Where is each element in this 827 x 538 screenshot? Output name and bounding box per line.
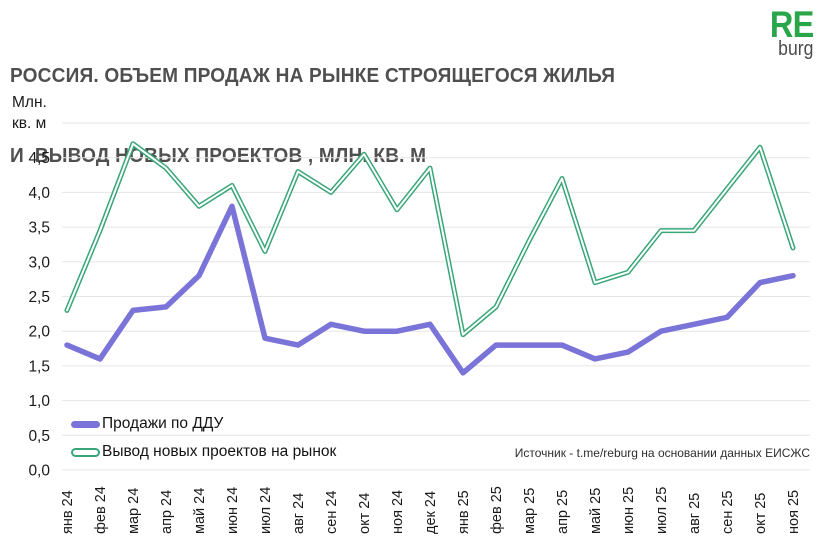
y-axis-title-line1: Млн. [12, 94, 47, 111]
series-line-launches-inner [66, 142, 794, 336]
legend-item-launches: Вывод новых проектов на рынок [71, 438, 336, 466]
y-axis-tick-label: 1,0 [28, 393, 50, 410]
x-axis-tick-label: фев 24 [93, 486, 109, 534]
x-axis-tick-label: ноя 24 [390, 490, 406, 534]
reburg-logo: RE burg [769, 4, 814, 60]
sales-line-swatch [71, 420, 100, 428]
legend-label-launches: Вывод новых проектов на рынок [102, 443, 337, 460]
x-axis-tick-label: сен 24 [324, 491, 340, 534]
y-axis-tick-label: 1,5 [28, 358, 50, 375]
series-line-sales [64, 203, 796, 376]
legend-label-sales: Продажи по ДДУ [102, 415, 224, 432]
launches-line-swatch [71, 447, 100, 457]
y-axis-tick-label: 2,5 [28, 289, 50, 306]
chart-title: РОССИЯ. ОБЪЕМ ПРОДАЖ НА РЫНКЕ СТРОЯЩЕГОС… [10, 10, 615, 222]
source-caption: Источник - t.me/reburg на основании данн… [514, 446, 810, 460]
x-axis-tick-label: июл 24 [258, 487, 274, 534]
x-axis-tick-label: окт 25 [753, 493, 769, 534]
x-axis-tick-label: янв 24 [60, 490, 76, 534]
x-axis-tick-label: июн 24 [225, 487, 241, 534]
x-axis-tick-label: мар 25 [522, 488, 538, 534]
x-axis-tick-label: фев 25 [489, 486, 505, 534]
x-axis-tick-label: мар 24 [126, 488, 142, 534]
y-axis-tick-label: 3,5 [28, 220, 50, 237]
x-axis-tick-label: дек 24 [423, 491, 439, 534]
chart-title-line1: РОССИЯ. ОБЪЕМ ПРОДАЖ НА РЫНКЕ СТРОЯЩЕГОС… [10, 64, 616, 87]
y-axis-tick-label: 4,0 [28, 185, 50, 202]
x-axis-tick-label: янв 25 [456, 490, 472, 534]
y-axis-title: Млн. кв. м [12, 92, 47, 134]
legend-item-sales: Продажи по ДДУ [71, 410, 336, 438]
logo-burg-text: burg [777, 38, 813, 60]
x-axis-tick-label: окт 24 [357, 493, 373, 534]
x-axis-tick-label: авг 24 [291, 493, 307, 534]
y-axis-tick-label: 0,0 [28, 463, 50, 480]
x-axis-tick-label: май 24 [192, 488, 208, 534]
x-axis-tick-label: апр 24 [159, 490, 175, 534]
x-axis-tick-label: авг 25 [687, 493, 703, 534]
x-axis-tick-label: сен 25 [720, 491, 736, 534]
logo-re-text: RE [769, 4, 814, 45]
x-axis-tick-label: май 25 [588, 488, 604, 534]
y-axis-tick-label: 0,5 [28, 428, 50, 445]
x-axis-tick-label: июл 25 [654, 487, 670, 534]
y-axis-tick-label: 4,5 [28, 150, 50, 167]
x-axis-tick-label: июн 25 [621, 487, 637, 534]
y-axis-title-line2: кв. м [12, 115, 47, 132]
x-axis-tick-label: апр 25 [555, 490, 571, 534]
chart-legend: Продажи по ДДУ Вывод новых проектов на р… [71, 410, 336, 466]
y-axis-tick-label: 3,0 [28, 254, 50, 271]
y-axis-tick-label: 2,0 [28, 324, 50, 341]
x-axis-tick-label: ноя 25 [786, 490, 802, 534]
